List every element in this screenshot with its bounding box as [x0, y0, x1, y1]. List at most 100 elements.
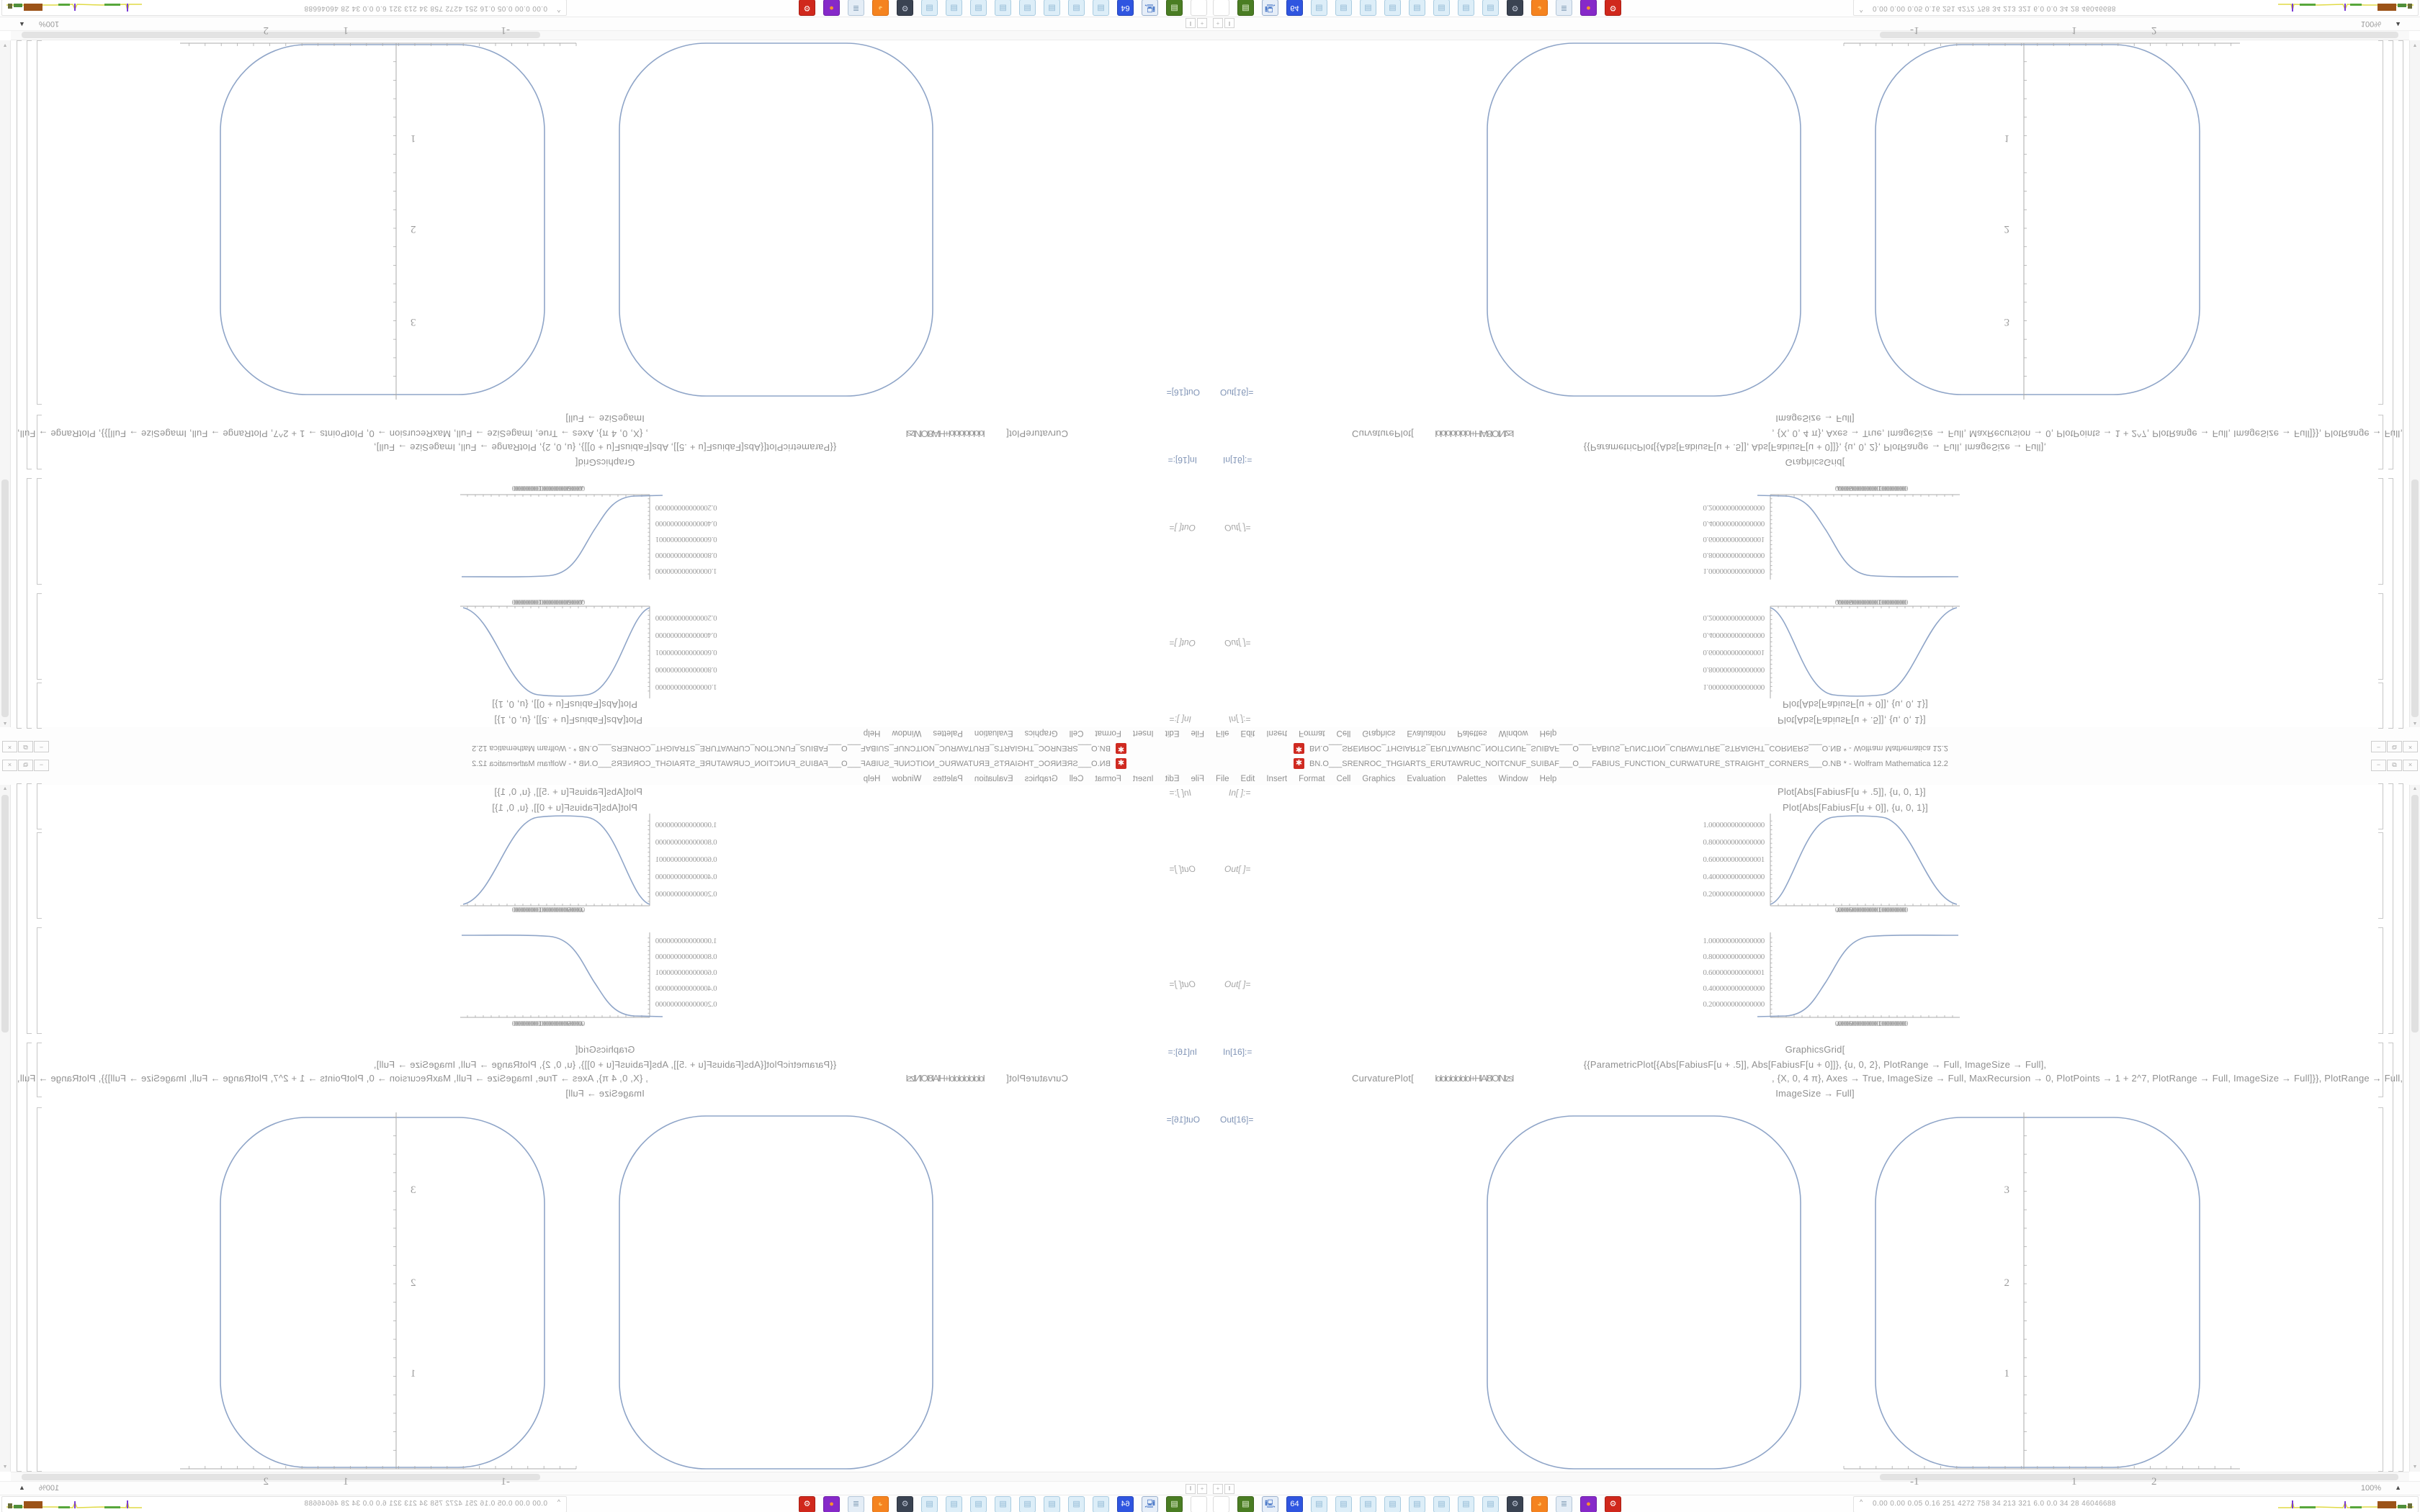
media-purple-icon[interactable]: ● [1580, 1496, 1597, 1512]
monitor-gear-icon[interactable]: ⚙ [897, 1496, 913, 1512]
floppy-64-icon[interactable]: 64 [1117, 0, 1134, 16]
book-green-icon[interactable]: ▤ [1166, 1496, 1183, 1512]
notepad-icon[interactable]: ▤ [1044, 0, 1060, 16]
window-white-icon[interactable] [1213, 1496, 1229, 1512]
assistant-box-icon[interactable]: ‖ [1224, 18, 1234, 28]
notepad-icon[interactable]: ▤ [1360, 0, 1376, 16]
close-button[interactable]: × [2403, 760, 2418, 771]
horizontal-scrollbar[interactable] [1210, 30, 2409, 40]
menu-item-format[interactable]: Format [1299, 729, 1325, 737]
notepad-icon[interactable]: ▤ [921, 0, 938, 16]
assistant-box-icon[interactable]: ‖ [1224, 1484, 1234, 1494]
cell-bracket[interactable] [37, 683, 42, 729]
notepad-icon[interactable]: ▤ [921, 1496, 938, 1512]
menu-item-help[interactable]: Help [1539, 729, 1557, 737]
restore-button[interactable]: ⧉ [18, 741, 33, 752]
close-button[interactable]: × [2403, 741, 2418, 752]
overlay-caret-icon[interactable]: ^ [557, 1498, 560, 1506]
horizontal-scrollbar-thumb[interactable] [1880, 32, 2398, 38]
script-paper-icon[interactable]: ≣ [1556, 0, 1572, 16]
horizontal-scrollbar[interactable] [11, 1472, 1210, 1482]
menu-item-graphics[interactable]: Graphics [1024, 775, 1058, 783]
assistant-box-icon[interactable]: + [1197, 18, 1207, 28]
horizontal-scrollbar-thumb[interactable] [22, 32, 540, 38]
menu-item-window[interactable]: Window [1498, 775, 1528, 783]
notepad-icon[interactable]: ▤ [1458, 0, 1474, 16]
cell-bracket[interactable] [37, 415, 42, 469]
media-purple-icon[interactable]: ● [823, 1496, 840, 1512]
notepad-icon[interactable]: ▤ [1335, 1496, 1352, 1512]
notepad-icon[interactable]: ▤ [1384, 0, 1401, 16]
notepad-icon[interactable]: ▤ [946, 0, 962, 16]
notepad-icon[interactable]: ▤ [1311, 1496, 1327, 1512]
gear-red-icon[interactable]: ⚙ [1605, 0, 1621, 16]
notepad-icon[interactable]: ▤ [1433, 0, 1450, 16]
menu-item-graphics[interactable]: Graphics [1024, 729, 1058, 737]
cell-bracket[interactable] [37, 1043, 42, 1097]
horizontal-scrollbar[interactable] [11, 30, 1210, 40]
menu-item-format[interactable]: Format [1095, 729, 1121, 737]
cell-bracket[interactable] [37, 1107, 42, 1472]
menu-item-evaluation[interactable]: Evaluation [974, 729, 1013, 737]
notebook-outer-bracket[interactable] [17, 783, 22, 1472]
notepad-icon[interactable]: ▤ [1384, 1496, 1401, 1512]
script-paper-icon[interactable]: ≣ [848, 1496, 864, 1512]
window-white-icon[interactable] [1191, 1496, 1207, 1512]
cell-group-bracket[interactable] [2388, 1043, 2393, 1472]
assistant-box-icon[interactable]: ‖ [1186, 18, 1196, 28]
book-green-icon[interactable]: ▤ [1237, 1496, 1254, 1512]
firefox-icon[interactable]: ◕ [1531, 0, 1548, 16]
computer-monitor-icon[interactable]: 🖳 [1142, 0, 1158, 16]
floppy-64-icon[interactable]: 64 [1117, 1496, 1134, 1512]
menu-item-evaluation[interactable]: Evaluation [1407, 729, 1446, 737]
cell-bracket[interactable] [2378, 593, 2383, 680]
code-graphicsgrid-line1[interactable]: GraphicsGrid[ [1785, 1044, 1845, 1055]
code-graphicsgrid-line2[interactable]: {{ParametricPlot[{Abs[FabiusF[u + .5]], … [373, 442, 837, 453]
cell-bracket[interactable] [37, 783, 42, 829]
monitor-gear-icon[interactable]: ⚙ [1507, 0, 1523, 16]
vertical-scrollbar[interactable]: ▲ ▼ [2409, 785, 2420, 1472]
menu-item-palettes[interactable]: Palettes [933, 729, 963, 737]
overlay-caret-icon[interactable]: ^ [557, 6, 560, 14]
notepad-icon[interactable]: ▤ [1335, 0, 1352, 16]
code-graphicsgrid-line2[interactable]: {{ParametricPlot[{Abs[FabiusF[u + .5]], … [1583, 1059, 2047, 1070]
code-input-plot2[interactable]: Plot[Abs[FabiusF[u + 0]], {u, 0, 1}] [1783, 802, 1928, 813]
computer-monitor-icon[interactable]: 🖳 [1262, 1496, 1278, 1512]
firefox-icon[interactable]: ◕ [872, 1496, 889, 1512]
code-curvatureplot-post[interactable]: , {X, 0, 4 π}, Axes → True, ImageSize → … [17, 1073, 648, 1084]
menu-item-cell[interactable]: Cell [1336, 729, 1351, 737]
menu-item-insert[interactable]: Insert [1266, 775, 1288, 783]
notepad-icon[interactable]: ▤ [1482, 0, 1499, 16]
notebook-outer-bracket[interactable] [2398, 783, 2403, 1472]
scroll-up-icon[interactable]: ▲ [2412, 786, 2418, 791]
assistant-box-icon[interactable]: + [1197, 1484, 1207, 1494]
code-graphicsgrid-line4[interactable]: ImageSize → Full] [565, 1088, 645, 1099]
notepad-icon[interactable]: ▤ [970, 1496, 987, 1512]
cell-group-bracket[interactable] [2388, 783, 2393, 1034]
code-graphicsgrid-line4[interactable]: ImageSize → Full] [1775, 413, 1855, 424]
menu-item-window[interactable]: Window [892, 775, 922, 783]
code-curvatureplot-pre[interactable]: CurvaturePlot[ [1006, 1073, 1068, 1084]
cell-group-bracket[interactable] [27, 1043, 32, 1472]
code-curvatureplot-pre[interactable]: CurvaturePlot[ [1006, 428, 1068, 439]
menu-item-palettes[interactable]: Palettes [1457, 775, 1487, 783]
minimize-button[interactable]: − [34, 741, 49, 752]
cell-group-bracket[interactable] [27, 478, 32, 729]
minimize-button[interactable]: − [2371, 741, 2386, 752]
menu-item-evaluation[interactable]: Evaluation [974, 775, 1013, 783]
firefox-icon[interactable]: ◕ [872, 0, 889, 16]
floppy-64-icon[interactable]: 64 [1286, 1496, 1303, 1512]
code-graphicsgrid-line4[interactable]: ImageSize → Full] [1775, 1088, 1855, 1099]
title-bar[interactable]: ✱ BN.O___SRENROC_THGIARTS_ERUTAWRUC_NOIT… [1210, 756, 2420, 772]
magnification-caret-icon[interactable]: ▲ [19, 1484, 25, 1491]
code-graphicsgrid-line1[interactable]: GraphicsGrid[ [1785, 457, 1845, 468]
monitor-gear-icon[interactable]: ⚙ [1507, 1496, 1523, 1512]
cell-bracket[interactable] [2378, 683, 2383, 729]
menu-item-format[interactable]: Format [1299, 775, 1325, 783]
overlay-caret-icon[interactable]: ^ [1860, 1498, 1863, 1506]
notebook-outer-bracket[interactable] [17, 40, 22, 729]
cell-bracket[interactable] [2378, 478, 2383, 585]
notebook-outer-bracket[interactable] [2398, 40, 2403, 729]
menu-item-help[interactable]: Help [863, 729, 881, 737]
gear-red-icon[interactable]: ⚙ [1605, 1496, 1621, 1512]
